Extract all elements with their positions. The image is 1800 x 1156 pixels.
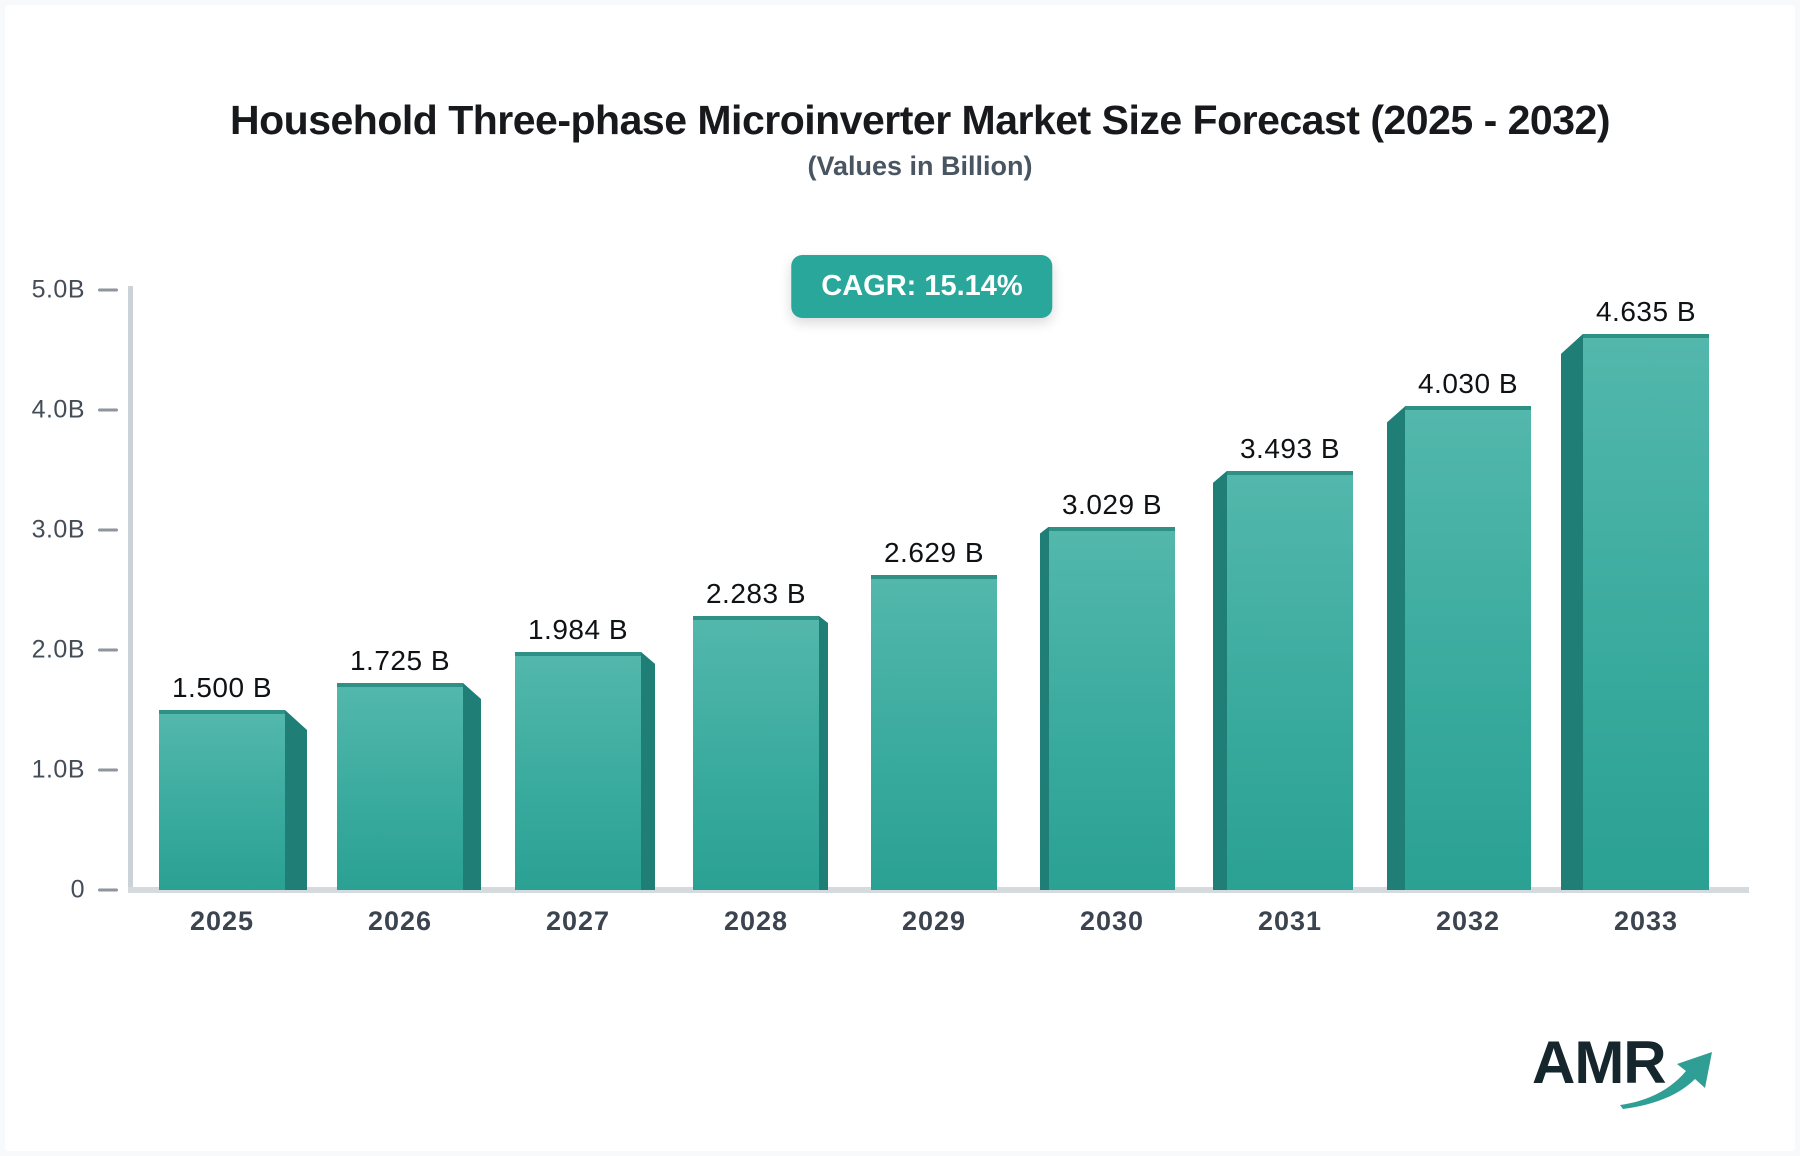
bar-2025: 1.500 B	[159, 672, 307, 890]
bars-container: 1.500 B 1.725 B 1.984 B 2.283 B 2.629 B 3.029…	[133, 288, 1735, 890]
y-tick-label: 1.0B	[31, 755, 85, 784]
x-axis	[128, 887, 1749, 893]
amr-arrow-icon	[1620, 1052, 1712, 1109]
bar-chart: 1.500 B 1.725 B 1.984 B 2.283 B 2.629 B 3.029…	[32, 276, 1749, 936]
bar-side-face	[1040, 526, 1049, 890]
y-tick-label: 3.0B	[31, 515, 85, 544]
bar-slot-2029: 2.629 B	[845, 288, 1023, 890]
y-tick-dash	[98, 528, 118, 532]
bar-value-label: 1.725 B	[349, 645, 451, 676]
cagr-badge: CAGR: 15.14%	[791, 255, 1053, 318]
bar-slot-2031: 3.493 B	[1201, 288, 1379, 890]
x-axis-label-2030: 2030	[1079, 906, 1145, 936]
y-tick-label: 0	[70, 875, 85, 904]
bar-value-label: 3.493 B	[1239, 432, 1341, 464]
bar-side-face	[641, 651, 655, 890]
bar-slot-2027: 1.984 B	[489, 288, 667, 890]
amr-logo-text: AMR	[1532, 1029, 1667, 1096]
chart-card: Household Three-phase Microinverter Mark…	[5, 5, 1795, 1151]
x-axis-label-2032: 2032	[1435, 906, 1501, 936]
amr-logo: AMR	[1532, 1033, 1722, 1113]
y-tick-dash	[98, 288, 118, 292]
x-axis-label-2025: 2025	[189, 906, 255, 936]
chart-subtitle: (Values in Billion)	[807, 151, 1033, 181]
x-axis-labels: 2025 2026 2027 2028 2029 2030 2031 2032 2033	[133, 906, 1735, 937]
bar-2028: 2.283 B	[693, 578, 828, 890]
bar-side-face	[1561, 333, 1583, 890]
x-axis-label-2031: 2031	[1257, 906, 1323, 936]
bar-slot-2030: 3.029 B	[1023, 288, 1201, 890]
bar-slot-2032: 4.030 B	[1379, 288, 1557, 890]
bar-side-face	[463, 683, 481, 890]
x-axis-label-2029: 2029	[901, 906, 967, 936]
bar-value-label: 3.029 B	[1061, 488, 1163, 520]
bar-2032: 4.030 B	[1387, 368, 1531, 890]
bar-side-face	[1213, 470, 1227, 890]
bar-2031: 3.493 B	[1213, 433, 1353, 890]
bar-slot-2025: 1.500 B	[133, 288, 311, 890]
bar-2029: 2.629 B	[871, 537, 997, 890]
y-tick-label: 4.0B	[31, 395, 85, 424]
y-tick-2.0B: 2.0B	[32, 636, 118, 665]
y-tick-0: 0	[71, 876, 118, 905]
bar-side-face	[819, 616, 828, 890]
y-tick-dash	[98, 768, 118, 772]
bar-slot-2033: 4.635 B	[1557, 288, 1735, 890]
bar-slot-2028: 2.283 B	[667, 288, 845, 890]
bar-2027: 1.984 B	[515, 614, 655, 890]
y-tick-dash	[98, 648, 118, 652]
y-tick-dash	[98, 408, 118, 412]
y-tick-4.0B: 4.0B	[32, 396, 118, 425]
y-tick-label: 5.0B	[31, 275, 85, 304]
bar-value-label: 2.629 B	[883, 536, 985, 568]
y-tick-dash	[98, 888, 118, 892]
y-axis	[128, 286, 133, 890]
x-axis-label-2026: 2026	[367, 906, 433, 936]
bar-2033: 4.635 B	[1561, 296, 1709, 890]
bar-value-label: 2.283 B	[705, 578, 807, 610]
bar-side-face	[1387, 406, 1405, 890]
x-axis-label-2028: 2028	[723, 906, 789, 936]
bar-value-label: 4.030 B	[1417, 368, 1519, 400]
bar-2026: 1.725 B	[337, 645, 481, 890]
x-axis-label-2027: 2027	[545, 906, 611, 936]
bar-2030: 3.029 B	[1040, 489, 1175, 890]
y-tick-5.0B: 5.0B	[32, 276, 118, 305]
y-tick-label: 2.0B	[31, 635, 85, 664]
bar-slot-2026: 1.725 B	[311, 288, 489, 890]
y-tick-1.0B: 1.0B	[32, 756, 118, 785]
bar-value-label: 4.635 B	[1595, 295, 1697, 327]
bar-value-label: 1.500 B	[171, 672, 273, 703]
x-axis-label-2033: 2033	[1613, 906, 1679, 936]
bar-side-face	[285, 710, 307, 890]
y-tick-3.0B: 3.0B	[32, 516, 118, 545]
chart-title: Household Three-phase Microinverter Mark…	[229, 97, 1611, 143]
bar-value-label: 1.984 B	[527, 613, 629, 645]
